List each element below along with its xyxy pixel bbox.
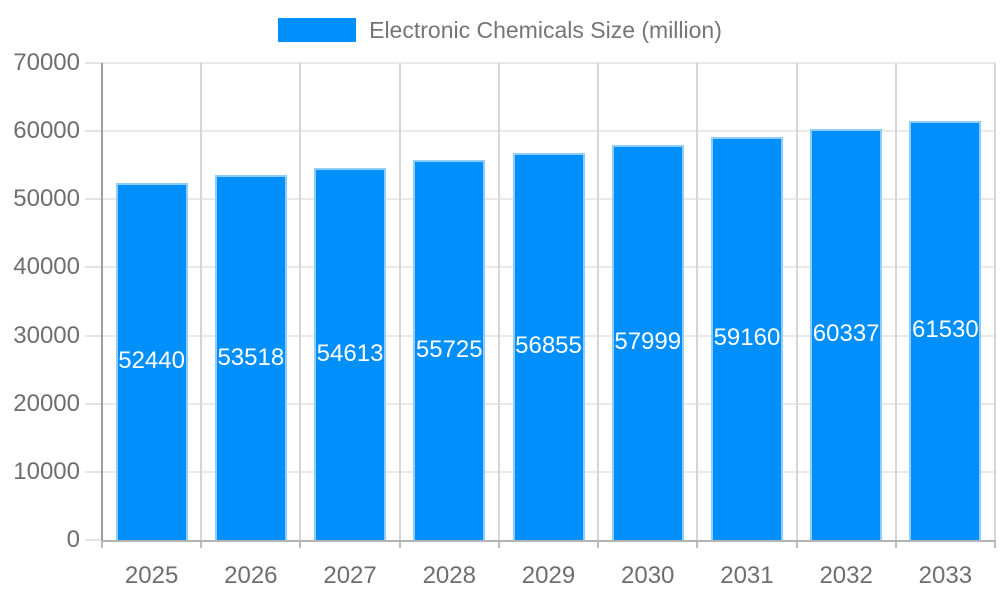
x-axis-tick — [994, 540, 996, 548]
bar-2025[interactable] — [115, 182, 188, 540]
x-axis-tick-label: 2030 — [621, 562, 675, 589]
x-gridline — [795, 63, 798, 540]
y-axis-tick-label: 10000 — [13, 457, 80, 485]
bar-2030[interactable] — [611, 144, 684, 540]
legend-item[interactable]: Electronic Chemicals Size (million) — [278, 17, 722, 44]
x-axis-tick — [200, 540, 203, 548]
legend-label: Electronic Chemicals Size (million) — [369, 16, 722, 43]
y-axis-tick — [85, 539, 102, 541]
x-axis-tick — [795, 540, 798, 548]
y-axis-tick-label: 20000 — [13, 389, 80, 417]
x-axis-tick — [696, 540, 699, 548]
x-gridline — [894, 63, 897, 540]
bar-2026[interactable] — [214, 175, 287, 540]
x-axis-tick — [497, 540, 500, 548]
bar-value-label: 56855 — [515, 332, 582, 360]
y-axis-tick — [85, 130, 102, 133]
x-gridline — [597, 63, 600, 540]
y-axis-tick — [85, 62, 102, 64]
y-axis-tick-label: 30000 — [13, 321, 80, 349]
bar-2031[interactable] — [710, 136, 783, 540]
x-axis-tick-label: 2029 — [521, 562, 576, 589]
bar-2032[interactable] — [810, 128, 883, 540]
bar-2033[interactable] — [909, 120, 982, 540]
y-axis-tick — [85, 266, 102, 269]
bar-2028[interactable] — [413, 160, 486, 540]
legend-marker-swatch — [278, 18, 357, 42]
y-gridline — [102, 130, 995, 133]
x-axis-line — [101, 540, 995, 542]
x-gridline — [497, 63, 500, 540]
y-axis-tick-label: 40000 — [13, 253, 80, 281]
x-axis-tick-label: 2026 — [224, 562, 278, 589]
y-axis-tick — [85, 334, 102, 337]
x-gridline — [994, 63, 996, 540]
legend: Electronic Chemicals Size (million) — [0, 0, 1000, 60]
x-axis-tick — [101, 540, 103, 548]
x-gridline — [299, 63, 302, 540]
x-axis-tick-label: 2032 — [819, 562, 873, 589]
x-axis-tick-label: 2027 — [323, 562, 377, 589]
bar-value-label: 61530 — [912, 316, 979, 344]
x-axis-tick — [894, 540, 897, 548]
x-axis-tick — [299, 540, 302, 548]
bar-value-label: 60337 — [812, 320, 880, 348]
bar-value-label: 52440 — [118, 347, 185, 375]
bar-value-label: 55725 — [415, 336, 483, 364]
y-axis-tick — [85, 402, 102, 405]
bar-2027[interactable] — [314, 167, 387, 540]
y-axis-tick-label: 0 — [66, 526, 80, 553]
x-axis-tick-label: 2028 — [422, 562, 476, 589]
y-axis-tick-label: 70000 — [13, 49, 80, 76]
y-axis-tick — [85, 198, 102, 201]
x-gridline — [398, 63, 401, 540]
x-gridline — [200, 63, 203, 540]
y-axis-tick — [85, 470, 102, 473]
y-axis-tick-label: 60000 — [13, 117, 80, 145]
y-axis-line — [101, 63, 103, 540]
bar-value-label: 53518 — [217, 343, 285, 371]
x-axis-tick-label: 2033 — [918, 562, 973, 589]
x-axis-tick — [398, 540, 401, 548]
bar-value-label: 54613 — [316, 339, 384, 367]
x-axis-tick-label: 2031 — [720, 562, 774, 589]
y-axis-tick-label: 50000 — [13, 185, 80, 213]
x-axis-tick — [597, 540, 600, 548]
bar-value-label: 59160 — [713, 324, 781, 352]
bar-value-label: 57999 — [614, 328, 682, 356]
x-gridline — [696, 63, 699, 540]
x-axis-tick-label: 2025 — [124, 562, 179, 589]
y-gridline — [102, 62, 995, 64]
bar-2029[interactable] — [512, 152, 585, 540]
